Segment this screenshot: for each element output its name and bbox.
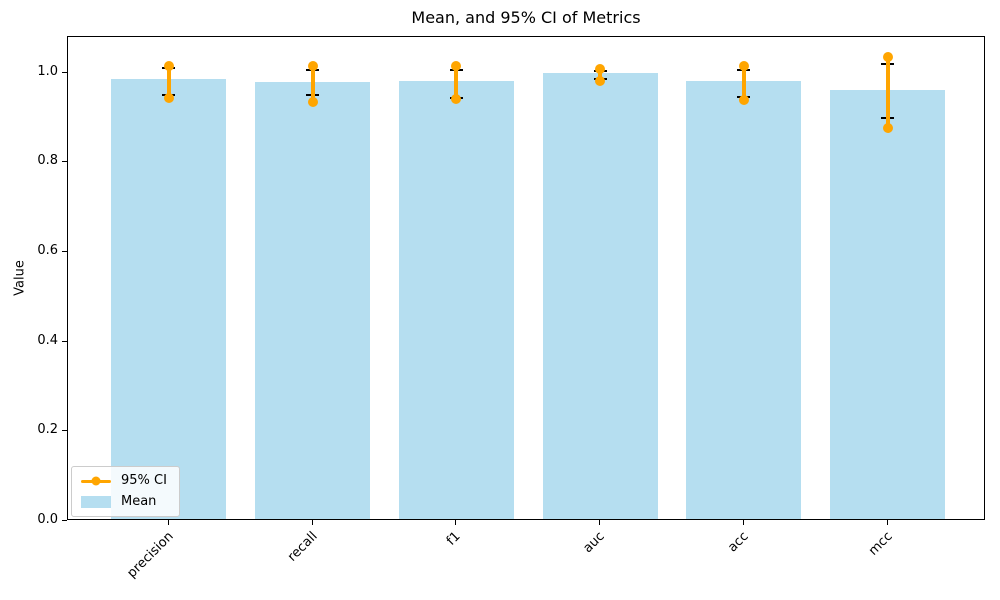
y-tick-0.2: [62, 430, 67, 432]
y-tick-label-0.8: 0.8: [37, 153, 58, 169]
legend-item-mean: Mean: [81, 494, 167, 510]
y-tick-label-0.0: 0.0: [37, 512, 58, 527]
plot-area: [67, 36, 985, 520]
bar-auc: [542, 72, 658, 519]
ci-line-marker-icon: [81, 476, 111, 486]
ci-dot-low-precision: [163, 93, 174, 104]
chart-title: Mean, and 95% CI of Metrics: [411, 8, 641, 27]
ci-line-precision: [166, 65, 171, 99]
legend: 95% CI Mean: [71, 466, 180, 517]
x-tick-label-f1: f1: [444, 529, 464, 549]
ci-dot-icon: [91, 476, 101, 486]
x-tick-label-auc: auc: [580, 529, 608, 557]
ci-dot-low-auc: [595, 75, 606, 86]
x-tick-f1: [455, 520, 457, 525]
ci-line-recall: [310, 65, 315, 103]
x-tick-precision: [167, 520, 169, 525]
ci-dot-high-precision: [163, 60, 174, 71]
ci-dot-high-f1: [451, 60, 462, 71]
y-tick-label-0.4: 0.4: [37, 332, 58, 348]
x-tick-recall: [311, 520, 313, 525]
bar-mcc: [830, 89, 946, 519]
legend-label-mean: Mean: [121, 494, 157, 509]
y-axis-label: Value: [12, 260, 28, 296]
x-tick-auc: [599, 520, 601, 525]
ci-line-auc: [598, 69, 603, 81]
ci-dot-high-auc: [595, 64, 606, 75]
ci-line-f1: [454, 65, 459, 100]
y-tick-1.0: [62, 71, 67, 73]
y-tick-0.6: [62, 251, 67, 253]
ci-line-mcc: [885, 56, 890, 128]
y-tick-label-0.6: 0.6: [37, 243, 58, 259]
x-tick-label-precision: precision: [124, 529, 177, 582]
y-tick-0.8: [62, 161, 67, 163]
bar-recall: [255, 82, 370, 519]
ci-dot-low-mcc: [882, 122, 893, 133]
ci-dot-high-acc: [738, 60, 749, 71]
ci-dot-low-acc: [738, 95, 749, 106]
ci-line-acc: [741, 65, 746, 101]
ci-dot-low-recall: [307, 97, 318, 108]
x-tick-mcc: [886, 520, 888, 525]
bar-f1: [398, 81, 514, 519]
ci-dot-high-recall: [307, 60, 318, 71]
x-tick-label-acc: acc: [725, 529, 752, 556]
legend-label-ci: 95% CI: [121, 473, 167, 488]
mean-swatch-icon: [81, 496, 111, 508]
y-tick-label-1.0: 1.0: [37, 63, 58, 79]
y-tick-0.0: [62, 520, 67, 521]
legend-item-ci: 95% CI: [81, 473, 167, 489]
bar-precision: [111, 78, 227, 519]
ci-dot-low-f1: [451, 94, 462, 105]
y-tick-label-0.2: 0.2: [37, 422, 58, 438]
bar-acc: [686, 81, 802, 519]
x-tick-label-recall: recall: [284, 529, 321, 565]
x-tick-label-mcc: mcc: [865, 529, 896, 559]
ci-dot-high-mcc: [882, 51, 893, 62]
x-tick-acc: [742, 520, 744, 525]
y-tick-0.4: [62, 340, 67, 342]
